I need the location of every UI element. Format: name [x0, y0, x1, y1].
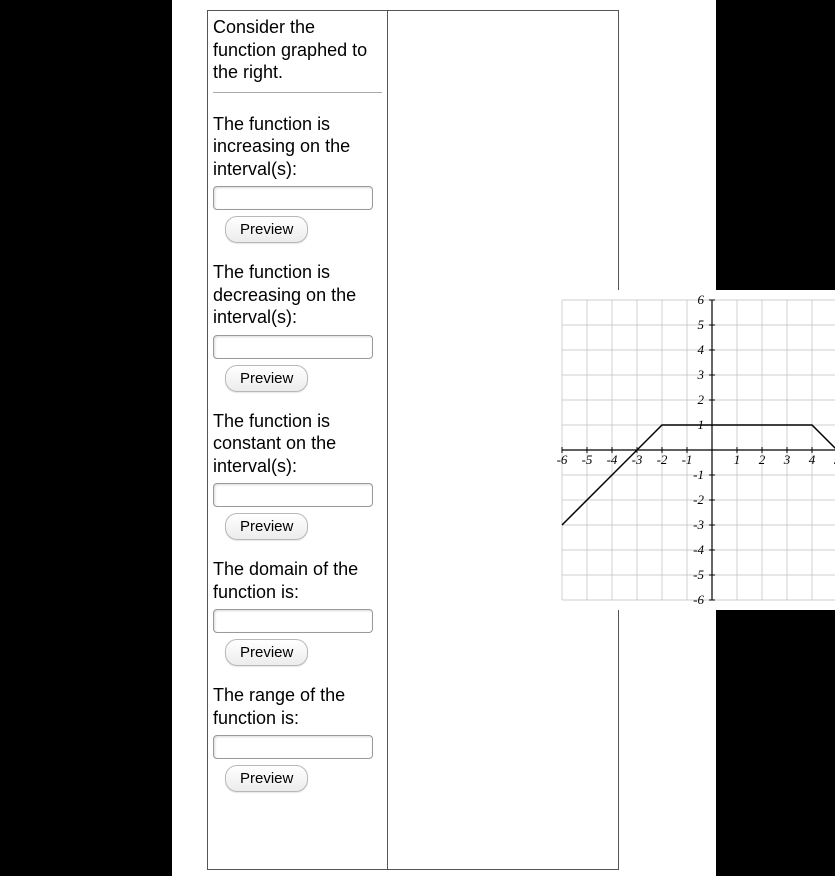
answer-input-constant[interactable] — [213, 483, 373, 507]
part-label: The function is decreasing on the interv… — [213, 261, 382, 329]
part-label: The domain of the function is: — [213, 558, 382, 603]
part-label: The range of the function is: — [213, 684, 382, 729]
page-background: Consider the function graphed to the rig… — [172, 0, 716, 876]
svg-text:2: 2 — [698, 392, 705, 407]
svg-text:-5: -5 — [582, 452, 593, 467]
svg-text:1: 1 — [734, 452, 741, 467]
svg-text:-5: -5 — [693, 567, 704, 582]
answer-input-domain[interactable] — [213, 609, 373, 633]
preview-button[interactable]: Preview — [225, 639, 308, 666]
preview-button[interactable]: Preview — [225, 216, 308, 243]
part-constant: The function is constant on the interval… — [213, 410, 382, 541]
svg-text:2: 2 — [759, 452, 766, 467]
svg-text:-3: -3 — [693, 517, 704, 532]
svg-text:-6: -6 — [693, 592, 704, 607]
svg-text:4: 4 — [698, 342, 705, 357]
preview-button[interactable]: Preview — [225, 765, 308, 792]
svg-text:3: 3 — [697, 367, 705, 382]
question-intro: Consider the function graphed to the rig… — [213, 16, 382, 93]
svg-text:-1: -1 — [682, 452, 693, 467]
svg-text:4: 4 — [809, 452, 816, 467]
graph-area: -6-5-4-3-2-1123456-6-5-4-3-2-1123456 — [552, 290, 835, 610]
part-label: The function is increasing on the interv… — [213, 113, 382, 181]
function-graph: -6-5-4-3-2-1123456-6-5-4-3-2-1123456 — [552, 290, 835, 610]
part-increasing: The function is increasing on the interv… — [213, 113, 382, 244]
answer-input-range[interactable] — [213, 735, 373, 759]
svg-text:6: 6 — [698, 292, 705, 307]
part-domain: The domain of the function is: Preview — [213, 558, 382, 666]
svg-text:5: 5 — [698, 317, 705, 332]
svg-text:-1: -1 — [693, 467, 704, 482]
part-decreasing: The function is decreasing on the interv… — [213, 261, 382, 392]
part-label: The function is constant on the interval… — [213, 410, 382, 478]
part-range: The range of the function is: Preview — [213, 684, 382, 792]
svg-text:3: 3 — [783, 452, 791, 467]
svg-text:-6: -6 — [557, 452, 568, 467]
answer-input-increasing[interactable] — [213, 186, 373, 210]
preview-button[interactable]: Preview — [225, 365, 308, 392]
svg-text:-4: -4 — [607, 452, 618, 467]
svg-text:-2: -2 — [693, 492, 704, 507]
answer-input-decreasing[interactable] — [213, 335, 373, 359]
preview-button[interactable]: Preview — [225, 513, 308, 540]
svg-text:-4: -4 — [693, 542, 704, 557]
question-left-column: Consider the function graphed to the rig… — [208, 11, 388, 869]
svg-text:-2: -2 — [657, 452, 668, 467]
